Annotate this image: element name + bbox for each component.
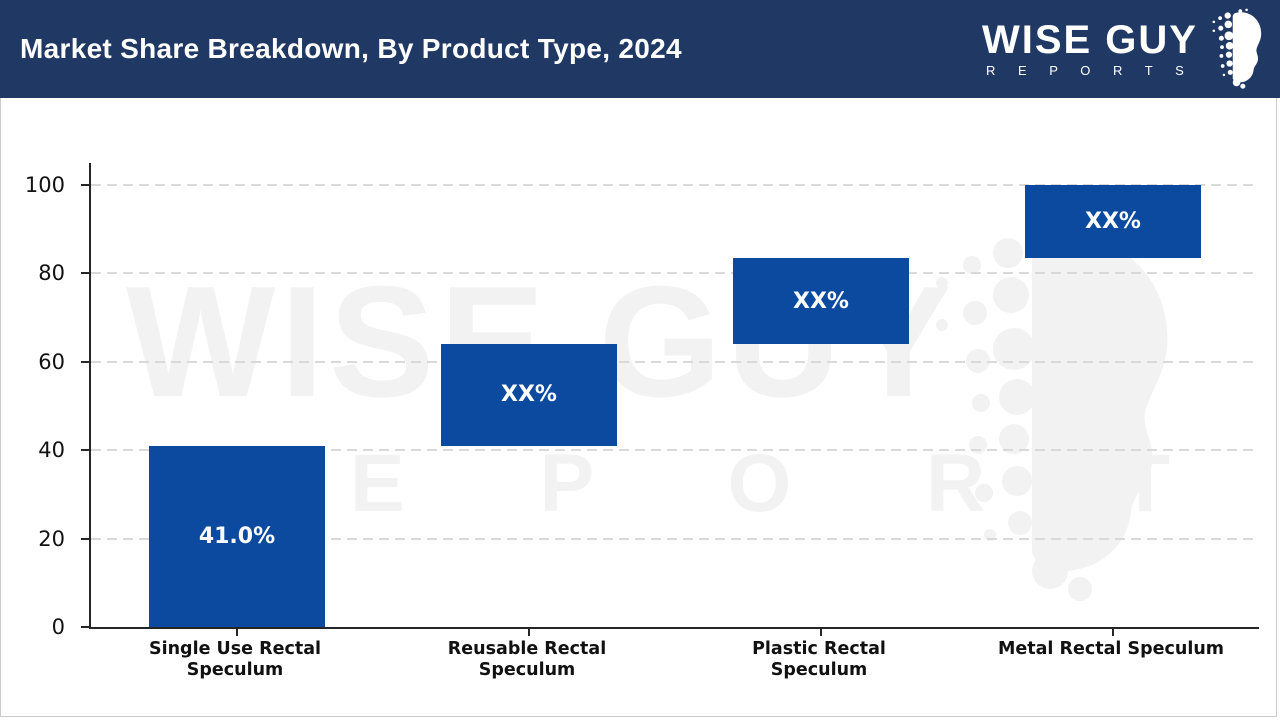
- y-tick-mark: [81, 272, 89, 275]
- gridline: [91, 360, 1259, 363]
- y-tick-mark: [81, 449, 89, 452]
- y-axis-labels: 0 20 40 60 80 100: [1, 163, 77, 639]
- gridline: [91, 184, 1259, 187]
- bar-value-label: 41.0%: [198, 523, 276, 549]
- logo-text: WISE GUY R E P O R T S: [982, 20, 1198, 78]
- x-category-label: Metal Rectal Speculum: [997, 639, 1225, 659]
- bar-segment: 41.0%: [149, 445, 325, 627]
- y-tick-label: 0: [51, 615, 65, 639]
- y-tick-label: 20: [38, 526, 65, 551]
- gridline: [91, 272, 1259, 275]
- bar-segment: XX%: [441, 344, 617, 446]
- y-tick-mark: [81, 626, 89, 628]
- gridline: [91, 449, 1259, 452]
- x-tick-mark: [528, 629, 530, 636]
- bar-value-label: XX%: [501, 382, 557, 408]
- bar-segment: XX%: [733, 258, 909, 345]
- logo-wordmark: WISE GUY: [981, 18, 1198, 62]
- plot-area: 41.0% XX% XX% XX%: [81, 163, 1259, 636]
- y-tick-label: 80: [38, 261, 65, 286]
- x-category-label: Single Use Rectal Speculum: [148, 639, 322, 681]
- gridline: [91, 537, 1259, 540]
- bar-value-label: XX%: [1085, 209, 1141, 235]
- y-tick-mark: [81, 537, 89, 540]
- x-tick-mark: [820, 629, 822, 636]
- x-tick-mark: [236, 629, 238, 636]
- bar-value-label: XX%: [793, 288, 849, 314]
- page-title: Market Share Breakdown, By Product Type,…: [20, 33, 682, 64]
- logo-subtitle: R E P O R T S: [985, 63, 1194, 78]
- y-tick-mark: [81, 360, 89, 363]
- y-tick-label: 100: [24, 173, 65, 198]
- x-axis-labels: Single Use Rectal Speculum Reusable Recta…: [89, 639, 1257, 699]
- x-category-label: Plastic Rectal Speculum: [752, 639, 886, 681]
- y-tick-label: 60: [38, 349, 65, 374]
- logo: WISE GUY R E P O R T S: [982, 8, 1280, 90]
- bar-segment: XX%: [1025, 185, 1201, 258]
- logo-face-icon: [1212, 8, 1262, 89]
- y-tick-mark: [81, 184, 89, 187]
- x-category-label: Reusable Rectal Speculum: [447, 639, 607, 681]
- y-tick-label: 40: [38, 438, 65, 463]
- header-bar: Market Share Breakdown, By Product Type,…: [0, 0, 1280, 98]
- x-tick-mark: [1112, 629, 1114, 636]
